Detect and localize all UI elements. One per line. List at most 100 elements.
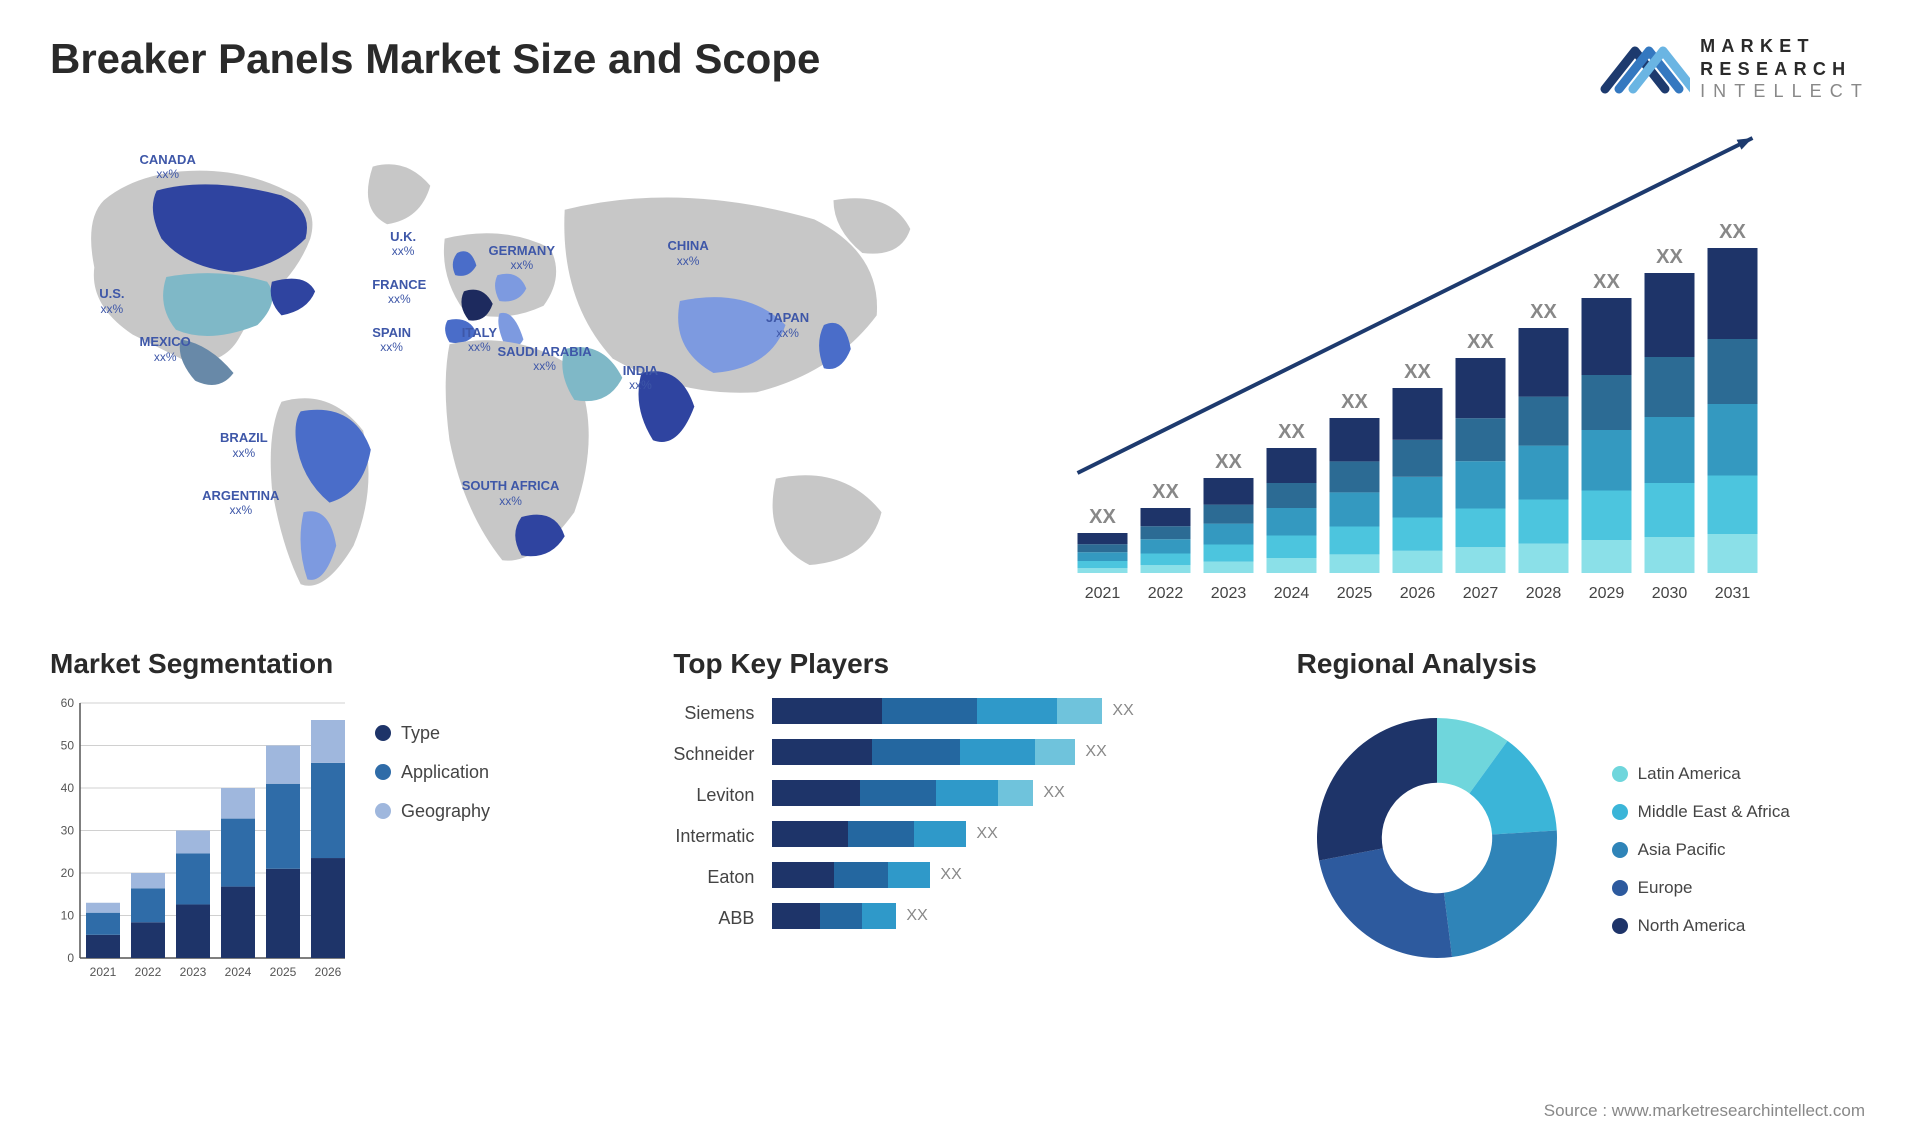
map-label: ITALYxx% xyxy=(462,325,497,355)
svg-text:2030: 2030 xyxy=(1652,585,1688,602)
map-label: BRAZILxx% xyxy=(220,430,268,460)
player-label: Schneider xyxy=(673,741,754,767)
regional-legend: Latin America Middle East & Africa Asia Pa… xyxy=(1612,764,1790,936)
segmentation-legend: Type Application Geography xyxy=(375,723,490,822)
logo-line1: MARKET xyxy=(1700,35,1870,58)
players-bars: XX XX XX XX XX XX xyxy=(772,698,1133,931)
svg-text:10: 10 xyxy=(61,908,75,922)
svg-text:XX: XX xyxy=(1404,361,1431,383)
svg-text:2028: 2028 xyxy=(1526,585,1562,602)
player-value-label: XX xyxy=(1043,784,1064,802)
svg-text:XX: XX xyxy=(1467,331,1494,353)
svg-text:2025: 2025 xyxy=(270,965,297,979)
segmentation-chart: 0 10 20 30 40 50 60 2021 2022 2023 2024 2025 2026 xyxy=(50,698,350,988)
svg-text:2026: 2026 xyxy=(1400,585,1436,602)
legend-item: Asia Pacific xyxy=(1612,840,1790,860)
segmentation-panel: Market Segmentation 0 10 20 30 40 50 60 2021 202… xyxy=(50,648,623,1008)
map-label: GERMANYxx% xyxy=(489,243,555,273)
svg-text:2023: 2023 xyxy=(180,965,207,979)
main-chart-svg: XX 2021 XX 2022 XX 2023 XX 2024 XX 2025 XX 2026 XX 20… xyxy=(975,133,1870,613)
map-label: JAPANxx% xyxy=(766,310,809,340)
player-label: Leviton xyxy=(673,782,754,808)
map-label: FRANCExx% xyxy=(372,277,426,307)
legend-item: North America xyxy=(1612,916,1790,936)
svg-text:2021: 2021 xyxy=(90,965,117,979)
legend-item: Europe xyxy=(1612,878,1790,898)
map-label: ARGENTINAxx% xyxy=(202,488,279,518)
player-bar-row: XX xyxy=(772,780,1133,806)
map-label: U.K.xx% xyxy=(390,229,416,259)
logo-chevron-icon xyxy=(1600,39,1690,99)
map-label: SAUDI ARABIAxx% xyxy=(498,344,592,374)
svg-text:2024: 2024 xyxy=(1274,585,1310,602)
svg-text:2022: 2022 xyxy=(135,965,162,979)
players-labels: Siemens Schneider Leviton Intermatic Eaton AB… xyxy=(673,698,754,931)
svg-text:XX: XX xyxy=(1089,506,1116,528)
svg-text:60: 60 xyxy=(61,698,75,710)
svg-text:40: 40 xyxy=(61,781,75,795)
legend-item: Type xyxy=(375,723,490,744)
svg-text:2023: 2023 xyxy=(1211,585,1247,602)
svg-text:2029: 2029 xyxy=(1589,585,1625,602)
svg-text:2026: 2026 xyxy=(315,965,342,979)
player-label: Siemens xyxy=(673,700,754,726)
svg-text:XX: XX xyxy=(1719,221,1746,243)
page-title: Breaker Panels Market Size and Scope xyxy=(50,35,820,83)
legend-item: Geography xyxy=(375,801,490,822)
logo-text: MARKET RESEARCH INTELLECT xyxy=(1700,35,1870,103)
svg-text:2031: 2031 xyxy=(1715,585,1751,602)
svg-text:XX: XX xyxy=(1593,271,1620,293)
map-label: INDIAxx% xyxy=(623,363,658,393)
map-label: SOUTH AFRICAxx% xyxy=(462,478,560,508)
player-value-label: XX xyxy=(1112,702,1133,720)
svg-text:2024: 2024 xyxy=(225,965,252,979)
svg-text:2027: 2027 xyxy=(1463,585,1499,602)
svg-text:2022: 2022 xyxy=(1148,585,1184,602)
player-value-label: XX xyxy=(940,866,961,884)
header: Breaker Panels Market Size and Scope MAR… xyxy=(50,35,1870,103)
legend-item: Application xyxy=(375,762,490,783)
svg-text:XX: XX xyxy=(1656,246,1683,268)
logo-line3: INTELLECT xyxy=(1700,80,1870,103)
regional-panel: Regional Analysis Latin America Middle Ea… xyxy=(1297,648,1870,1008)
player-bar-row: XX xyxy=(772,698,1133,724)
player-label: Eaton xyxy=(673,864,754,890)
svg-text:2021: 2021 xyxy=(1085,585,1121,602)
player-label: Intermatic xyxy=(673,823,754,849)
player-label: ABB xyxy=(673,905,754,931)
legend-item: Latin America xyxy=(1612,764,1790,784)
svg-text:50: 50 xyxy=(61,738,75,752)
svg-text:XX: XX xyxy=(1215,451,1242,473)
regional-title: Regional Analysis xyxy=(1297,648,1870,680)
main-growth-chart: XX 2021 XX 2022 XX 2023 XX 2024 XX 2025 XX 2026 XX 20… xyxy=(975,133,1870,613)
player-value-label: XX xyxy=(1085,743,1106,761)
svg-text:XX: XX xyxy=(1152,481,1179,503)
svg-text:XX: XX xyxy=(1530,301,1557,323)
world-map: CANADAxx% U.S.xx% MEXICOxx% BRAZILxx% ARGENT… xyxy=(50,133,945,613)
player-bar-row: XX xyxy=(772,739,1133,765)
player-bar-row: XX xyxy=(772,903,1133,929)
players-panel: Top Key Players Siemens Schneider Leviton I… xyxy=(673,648,1246,1008)
player-value-label: XX xyxy=(906,907,927,925)
svg-text:XX: XX xyxy=(1278,421,1305,443)
player-value-label: XX xyxy=(976,825,997,843)
map-label: U.S.xx% xyxy=(99,286,124,316)
logo-line2: RESEARCH xyxy=(1700,58,1870,81)
svg-text:20: 20 xyxy=(61,866,75,880)
players-title: Top Key Players xyxy=(673,648,1246,680)
regional-donut xyxy=(1297,698,1577,978)
svg-text:30: 30 xyxy=(61,823,75,837)
player-bar-row: XX xyxy=(772,821,1133,847)
svg-text:XX: XX xyxy=(1341,391,1368,413)
map-label: CANADAxx% xyxy=(140,152,196,182)
source-text: Source : www.marketresearchintellect.com xyxy=(1544,1101,1865,1121)
svg-text:2025: 2025 xyxy=(1337,585,1373,602)
svg-text:0: 0 xyxy=(67,951,74,965)
map-label: CHINAxx% xyxy=(668,238,709,268)
player-bar-row: XX xyxy=(772,862,1133,888)
brand-logo: MARKET RESEARCH INTELLECT xyxy=(1600,35,1870,103)
map-label: SPAINxx% xyxy=(372,325,411,355)
map-label: MEXICOxx% xyxy=(140,334,191,364)
legend-item: Middle East & Africa xyxy=(1612,802,1790,822)
segmentation-title: Market Segmentation xyxy=(50,648,623,680)
